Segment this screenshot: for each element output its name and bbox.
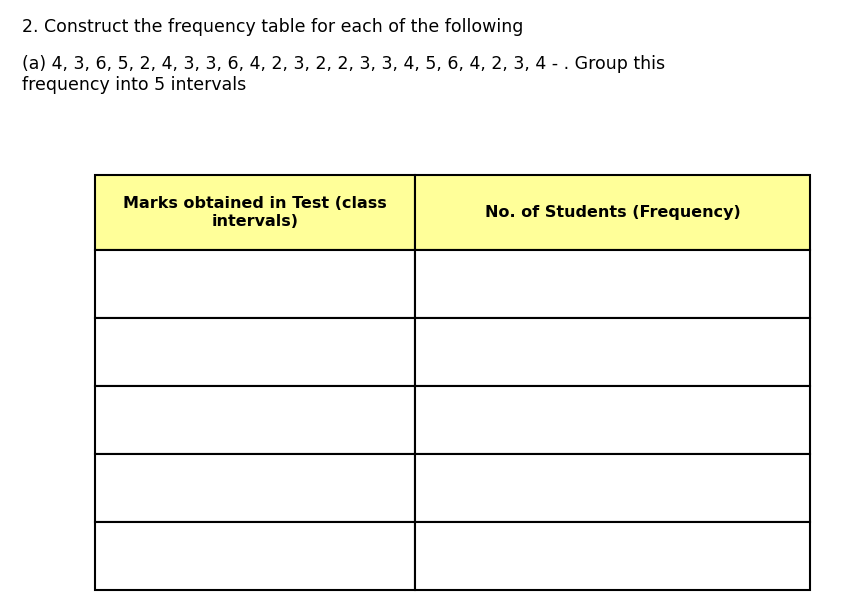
Bar <box>415 522 810 590</box>
Text: Marks obtained in Test (class
intervals): Marks obtained in Test (class intervals) <box>123 196 387 228</box>
Bar <box>415 250 810 318</box>
Bar <box>415 454 810 522</box>
Bar <box>95 454 415 522</box>
Text: 2. Construct the frequency table for each of the following: 2. Construct the frequency table for eac… <box>22 18 523 36</box>
Bar <box>95 522 415 590</box>
Bar <box>95 318 415 386</box>
Text: (a) 4, 3, 6, 5, 2, 4, 3, 3, 6, 4, 2, 3, 2, 2, 3, 3, 4, 5, 6, 4, 2, 3, 4 - . Grou: (a) 4, 3, 6, 5, 2, 4, 3, 3, 6, 4, 2, 3, … <box>22 55 665 94</box>
Bar <box>95 250 415 318</box>
Bar <box>95 386 415 454</box>
Text: No. of Students (Frequency): No. of Students (Frequency) <box>484 205 740 220</box>
Bar <box>95 175 415 250</box>
Bar <box>415 386 810 454</box>
Bar <box>415 175 810 250</box>
Bar <box>415 318 810 386</box>
